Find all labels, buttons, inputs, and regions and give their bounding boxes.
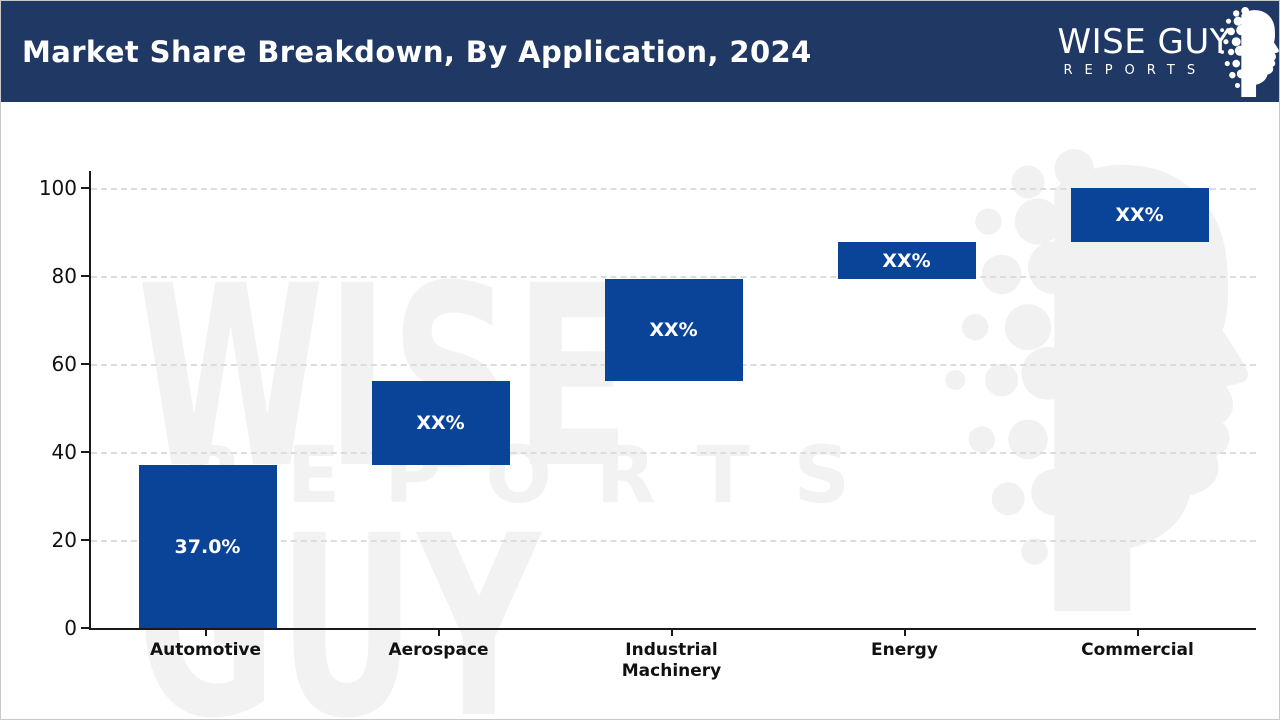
y-tick-label-0: 0 bbox=[64, 616, 77, 640]
x-tick-mark-energy bbox=[903, 628, 906, 636]
watermark-text-reports: REPORTS bbox=[183, 431, 894, 521]
gridline-100 bbox=[91, 188, 1256, 190]
bar-value-label-commercial: XX% bbox=[1115, 204, 1164, 227]
bar-energy bbox=[837, 242, 976, 280]
bar-commercial bbox=[1070, 188, 1209, 243]
bar-value-label-aerospace: XX% bbox=[416, 412, 465, 435]
logo-head-icon bbox=[1220, 6, 1279, 97]
x-tick-mark-aerospace bbox=[437, 628, 440, 636]
y-tick-label-40: 40 bbox=[51, 440, 77, 464]
category-label-energy: Energy bbox=[871, 640, 938, 660]
bar-value-label-industrial-machinery: XX% bbox=[649, 319, 698, 342]
bar-value-label-automotive: 37.0% bbox=[174, 535, 241, 558]
category-label-aerospace: Aerospace bbox=[388, 640, 489, 660]
gridline-40 bbox=[91, 452, 1256, 454]
bar-aerospace bbox=[371, 381, 510, 466]
x-tick-mark-automotive bbox=[204, 628, 207, 636]
y-tick-label-60: 60 bbox=[51, 352, 77, 376]
page-title: Market Share Breakdown, By Application, … bbox=[22, 34, 812, 69]
category-label-industrial-machinery: Industrial Machinery bbox=[621, 640, 722, 682]
category-label-automotive: Automotive bbox=[149, 640, 262, 660]
wise-guy-reports-logo: WISE GUY REPORTS bbox=[1057, 6, 1279, 97]
bar-industrial-machinery bbox=[604, 279, 743, 382]
y-tick-label-20: 20 bbox=[51, 528, 77, 552]
category-label-commercial: Commercial bbox=[1081, 640, 1194, 660]
y-tick-mark-0 bbox=[81, 627, 89, 629]
logo-text: WISE GUY REPORTS bbox=[1057, 25, 1231, 78]
y-tick-mark-80 bbox=[81, 275, 89, 277]
y-tick-mark-100 bbox=[81, 187, 89, 189]
bar-value-label-energy: XX% bbox=[882, 249, 931, 272]
logo-wiseguy-label: WISE GUY bbox=[1057, 22, 1231, 62]
gridline-20 bbox=[91, 540, 1256, 542]
y-tick-mark-60 bbox=[81, 363, 89, 365]
x-tick-mark-commercial bbox=[1136, 628, 1139, 636]
gridline-80 bbox=[91, 276, 1256, 278]
y-tick-mark-20 bbox=[81, 539, 89, 541]
y-tick-label-80: 80 bbox=[51, 264, 77, 288]
y-tick-label-100: 100 bbox=[38, 176, 77, 200]
x-tick-mark-industrial-machinery bbox=[670, 628, 673, 636]
bar-automotive bbox=[138, 465, 277, 628]
chart-plot-area: 37.0% XX% XX% XX% XX% bbox=[89, 171, 1256, 630]
y-tick-mark-40 bbox=[81, 451, 89, 453]
logo-reports-label: REPORTS bbox=[1063, 63, 1208, 78]
header-bar: Market Share Breakdown, By Application, … bbox=[1, 1, 1279, 102]
